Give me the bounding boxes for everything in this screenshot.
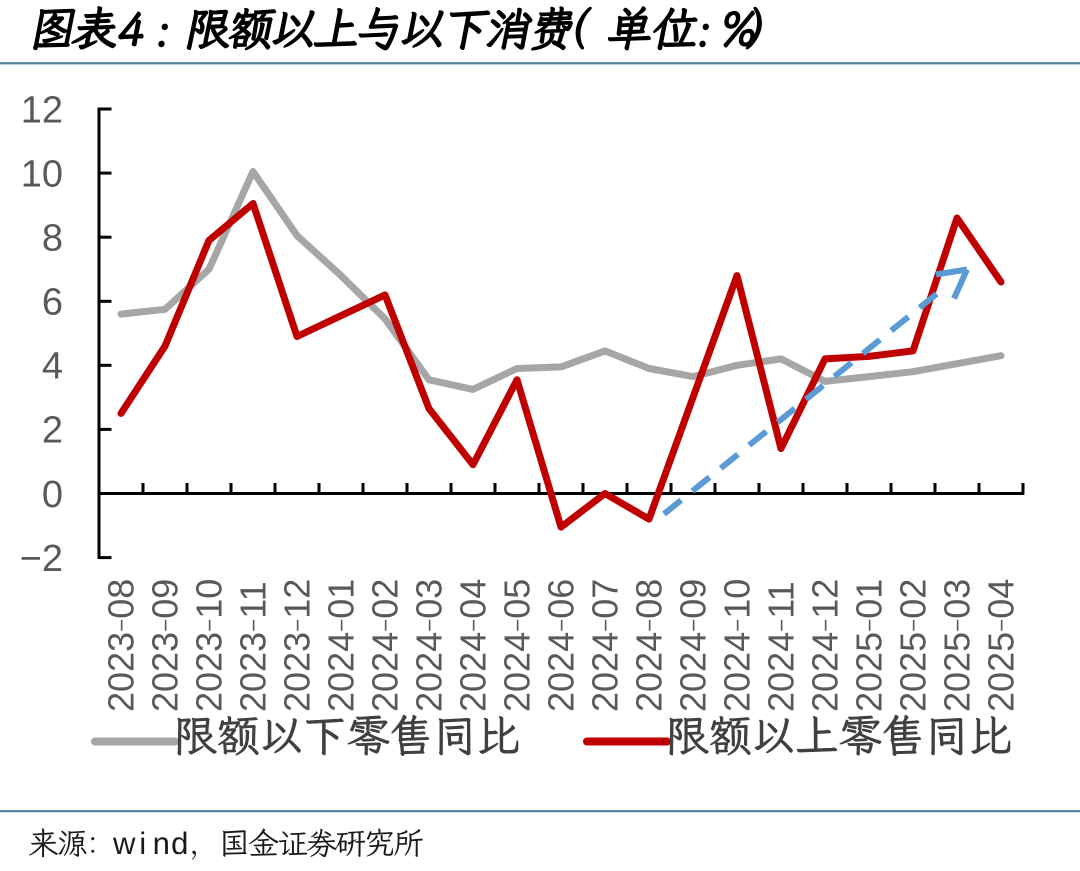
- svg-text:2025−04: 2025−04: [981, 579, 1022, 712]
- svg-text:−2: −2: [20, 538, 63, 580]
- svg-text:4: 4: [42, 346, 63, 388]
- svg-text:2023−09: 2023−09: [145, 579, 186, 712]
- svg-text:2023−11: 2023−11: [233, 581, 274, 712]
- svg-text:10: 10: [21, 153, 63, 195]
- svg-text:2023−08: 2023−08: [101, 579, 142, 712]
- svg-text:2025−01: 2025−01: [849, 579, 890, 712]
- svg-text:6: 6: [42, 282, 63, 324]
- svg-text:2024−04: 2024−04: [453, 579, 494, 712]
- svg-text:2024−03: 2024−03: [409, 579, 450, 712]
- svg-text:2025−03: 2025−03: [937, 579, 978, 712]
- svg-text:2024−09: 2024−09: [673, 579, 714, 712]
- svg-text:2024−08: 2024−08: [629, 579, 670, 712]
- svg-text:8: 8: [42, 218, 63, 260]
- svg-text:0: 0: [42, 474, 63, 516]
- svg-text:2024−06: 2024−06: [541, 579, 582, 712]
- svg-text:2024−05: 2024−05: [497, 579, 538, 712]
- svg-text:2024−07: 2024−07: [585, 579, 626, 712]
- svg-text:2024−02: 2024−02: [365, 579, 406, 712]
- svg-text:2023−10: 2023−10: [189, 579, 230, 712]
- svg-text:2024−12: 2024−12: [805, 579, 846, 712]
- svg-text:2023−12: 2023−12: [277, 579, 318, 712]
- svg-text:2024−10: 2024−10: [717, 579, 758, 712]
- svg-text:2024−01: 2024−01: [321, 579, 362, 712]
- svg-text:2: 2: [42, 410, 63, 452]
- svg-text:2024−11: 2024−11: [761, 581, 802, 712]
- svg-text:12: 12: [21, 89, 63, 131]
- svg-text:2025−02: 2025−02: [893, 579, 934, 712]
